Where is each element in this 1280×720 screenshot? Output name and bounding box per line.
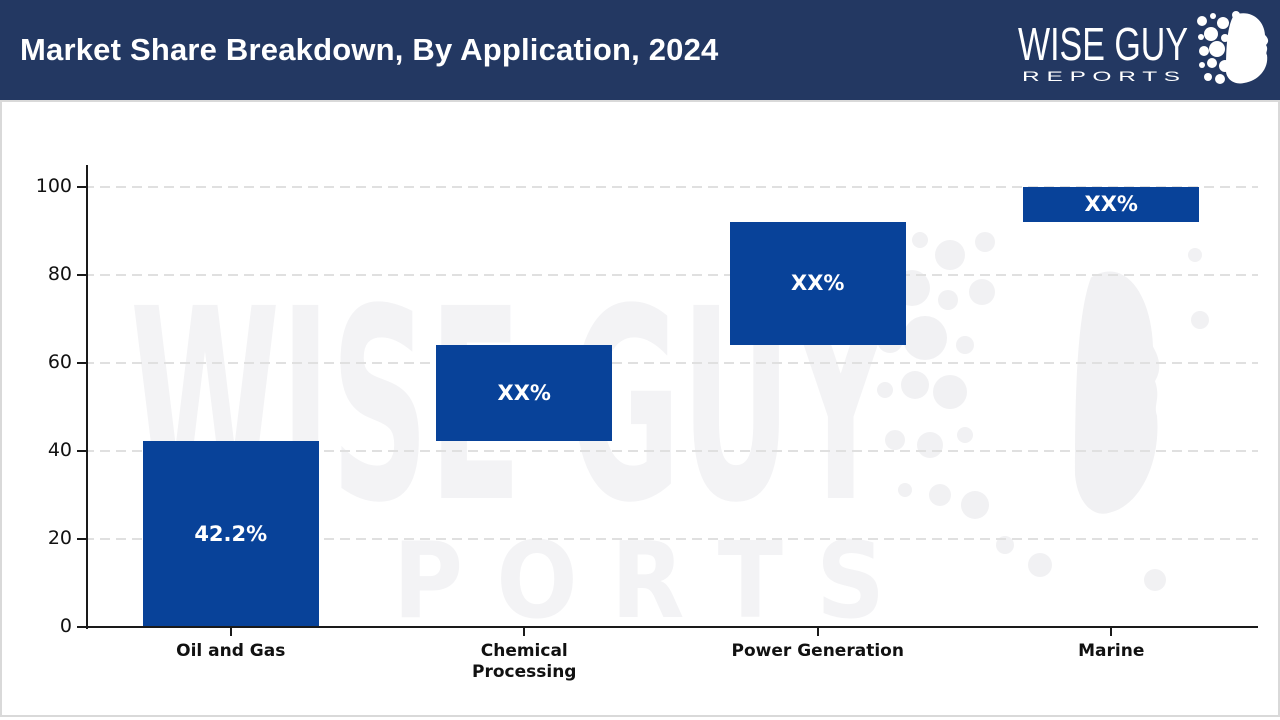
y-tick-label-20: 20 <box>47 526 72 549</box>
x-tick-label-2: Chemical Processing <box>472 640 577 682</box>
y-tick-0 <box>77 625 86 628</box>
bar-power-generation: XX% <box>729 221 906 345</box>
x-axis-spine <box>84 625 1258 628</box>
y-tick-label-60: 60 <box>47 350 72 373</box>
y-tick-40 <box>77 449 86 452</box>
watermark-text-line2: P O R T S <box>393 520 885 642</box>
gridline-60 <box>84 361 1258 364</box>
x-tick-3 <box>816 627 819 636</box>
gridline-40 <box>84 449 1258 452</box>
gridline-100 <box>84 185 1258 188</box>
y-tick-100 <box>77 185 86 188</box>
y-tick-label-100: 100 <box>35 174 72 197</box>
logo-brand-text: WISE GUY <box>1018 18 1188 70</box>
brand-logo-graphic: WISE GUY R E P O R T S <box>1018 11 1269 84</box>
gridline-20 <box>84 537 1258 540</box>
y-axis-spine <box>86 164 88 629</box>
bar-value-label: XX% <box>791 271 845 296</box>
bar-value-label: XX% <box>497 380 551 405</box>
logo-dot-face-icon <box>1197 11 1269 84</box>
x-tick-2 <box>523 627 526 636</box>
bar-value-label: XX% <box>1084 192 1138 217</box>
gridline-80 <box>84 273 1258 276</box>
x-tick-label-4: Marine <box>1078 640 1145 661</box>
x-tick-4 <box>1110 627 1113 636</box>
chart-title: Market Share Breakdown, By Application, … <box>20 32 719 67</box>
y-tick-20 <box>77 537 86 540</box>
y-tick-label-0: 0 <box>59 614 72 637</box>
y-tick-80 <box>77 273 86 276</box>
bar-oil-and-gas: 42.2% <box>142 440 319 627</box>
y-tick-60 <box>77 361 86 364</box>
x-tick-1 <box>229 627 232 636</box>
bar-chemical-processing: XX% <box>436 344 613 441</box>
logo-brand-subtext: R E P O R T S <box>1022 68 1180 84</box>
y-tick-label-80: 80 <box>47 262 72 285</box>
header-bar: Market Share Breakdown, By Application, … <box>0 0 1280 100</box>
y-tick-label-40: 40 <box>47 438 72 461</box>
x-tick-label-3: Power Generation <box>731 640 904 661</box>
brand-logo: WISE GUY R E P O R T S <box>1010 5 1270 95</box>
x-tick-label-1: Oil and Gas <box>176 640 286 661</box>
watermark-dot-face-icon <box>873 232 1209 591</box>
bar-value-label: 42.2% <box>194 521 268 546</box>
bar-marine: XX% <box>1023 186 1200 222</box>
